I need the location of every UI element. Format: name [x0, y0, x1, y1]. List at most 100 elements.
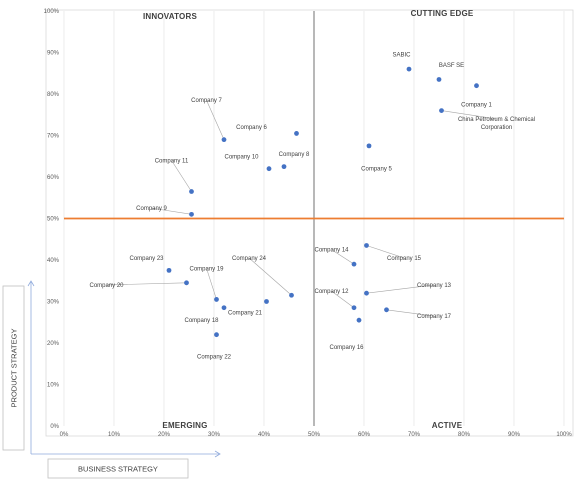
leader-line	[206, 100, 225, 140]
x-tick-label: 0%	[60, 432, 69, 438]
x-tick-label: 40%	[258, 432, 271, 438]
data-point	[221, 137, 227, 143]
point-label-line2: Corporation	[481, 125, 512, 131]
y-tick-label: 100%	[44, 9, 60, 15]
y-tick-label: 30%	[47, 300, 60, 306]
point-label: Company 13	[417, 283, 452, 289]
point-label: Company 6	[236, 125, 267, 131]
point-label: Company 24	[232, 256, 267, 262]
x-tick-label: 90%	[508, 432, 521, 438]
point-label: Company 14	[314, 248, 349, 254]
x-tick-label: 50%	[308, 432, 321, 438]
leader-line	[366, 245, 405, 259]
x-tick-label: 70%	[408, 432, 421, 438]
data-point	[214, 332, 219, 338]
x-tick-label: 80%	[458, 432, 471, 438]
point-label: Company 21	[228, 311, 263, 317]
point-label: Company 8	[279, 152, 310, 158]
leader-lines	[106, 100, 497, 317]
leader-line	[331, 290, 355, 308]
quadrant-label-active: ACTIVE	[432, 421, 463, 430]
point-label: SABIC	[392, 53, 411, 59]
point-label: Company 23	[129, 256, 164, 262]
x-tick-label: 100%	[556, 432, 572, 438]
data-point	[264, 299, 269, 304]
y-tick-label: 80%	[47, 92, 60, 98]
x-tick-label: 10%	[108, 432, 121, 438]
data-point	[364, 243, 369, 248]
data-point	[366, 143, 372, 149]
data-point	[281, 164, 287, 170]
x-axis-arrow	[31, 450, 221, 458]
point-label: Company 18	[184, 318, 219, 324]
plot-frame	[45, 9, 574, 437]
point-label: Company 15	[387, 256, 422, 262]
leader-line	[206, 268, 217, 300]
quadrant-dividers	[64, 11, 564, 426]
point-label: BASF SE	[439, 63, 464, 69]
data-point	[214, 297, 219, 302]
leader-line	[366, 284, 435, 294]
y-axis-title: PRODUCT STRATEGY	[10, 329, 19, 408]
quadrant-label-cutting-edge: CUTTING EDGE	[411, 9, 474, 18]
quadrant-label-innovators: INNOVATORS	[143, 12, 197, 21]
y-tick-label: 0%	[50, 424, 59, 430]
point-labels: SABIC BASF SE Company 1 China Petroleum & C…	[89, 53, 535, 361]
leader-line	[106, 282, 187, 286]
data-point	[436, 77, 442, 82]
y-tick-label: 70%	[47, 134, 60, 140]
point-label: Company 22	[197, 354, 232, 360]
data-point	[384, 307, 389, 313]
data-point	[351, 261, 357, 267]
y-axis-title-box	[2, 285, 25, 451]
data-point	[406, 66, 412, 72]
quadrant-label-emerging: EMERGING	[162, 421, 207, 430]
data-point	[294, 131, 299, 136]
y-tick-label: 60%	[47, 175, 60, 181]
point-label: Company 1	[461, 102, 492, 108]
data-point	[184, 280, 189, 286]
y-tick-label: 10%	[47, 383, 60, 389]
leader-line	[171, 160, 192, 192]
x-tick-label: 20%	[158, 432, 171, 438]
data-point	[189, 189, 194, 194]
y-tick-label: 90%	[47, 51, 60, 57]
data-point	[474, 83, 479, 89]
y-tick-label: 50%	[47, 217, 60, 223]
data-points	[166, 66, 479, 338]
point-label: China Petroleum & Chemical	[458, 117, 535, 123]
point-label: Company 11	[155, 158, 189, 164]
data-point	[289, 292, 294, 298]
y-tick-label: 20%	[47, 341, 60, 347]
y-tick-label: 40%	[47, 258, 60, 264]
data-point	[439, 108, 444, 113]
data-point	[356, 317, 362, 323]
leader-line	[151, 207, 192, 215]
point-label: Company 17	[417, 314, 452, 320]
leader-line	[386, 309, 435, 317]
y-axis-arrow	[27, 280, 35, 454]
x-axis-title: BUSINESS STRATEGY	[78, 465, 158, 474]
data-point	[189, 211, 194, 217]
x-tick-label: 30%	[208, 432, 221, 438]
leader-line	[248, 257, 292, 296]
leader-line	[441, 110, 497, 120]
leader-line	[331, 249, 355, 265]
data-point	[266, 166, 272, 172]
point-label: Company 12	[314, 289, 349, 295]
data-point	[166, 267, 172, 273]
point-label: Company 7	[191, 98, 222, 104]
x-tick-label: 60%	[358, 432, 371, 438]
point-label: Company 9	[136, 206, 167, 212]
point-label: Company 20	[89, 283, 124, 289]
point-label: Company 10	[224, 154, 259, 160]
data-point	[351, 305, 357, 311]
data-point	[221, 305, 227, 311]
point-label: Company 19	[189, 266, 224, 272]
point-label: Company 16	[329, 345, 364, 351]
axis-tick-labels: 0% 10% 20% 30% 40% 50% 60% 70% 80% 90% 100% 0% 10% 20…	[44, 9, 573, 438]
data-point	[364, 290, 369, 296]
point-label: Company 5	[361, 167, 392, 173]
x-axis-title-box	[47, 458, 189, 479]
